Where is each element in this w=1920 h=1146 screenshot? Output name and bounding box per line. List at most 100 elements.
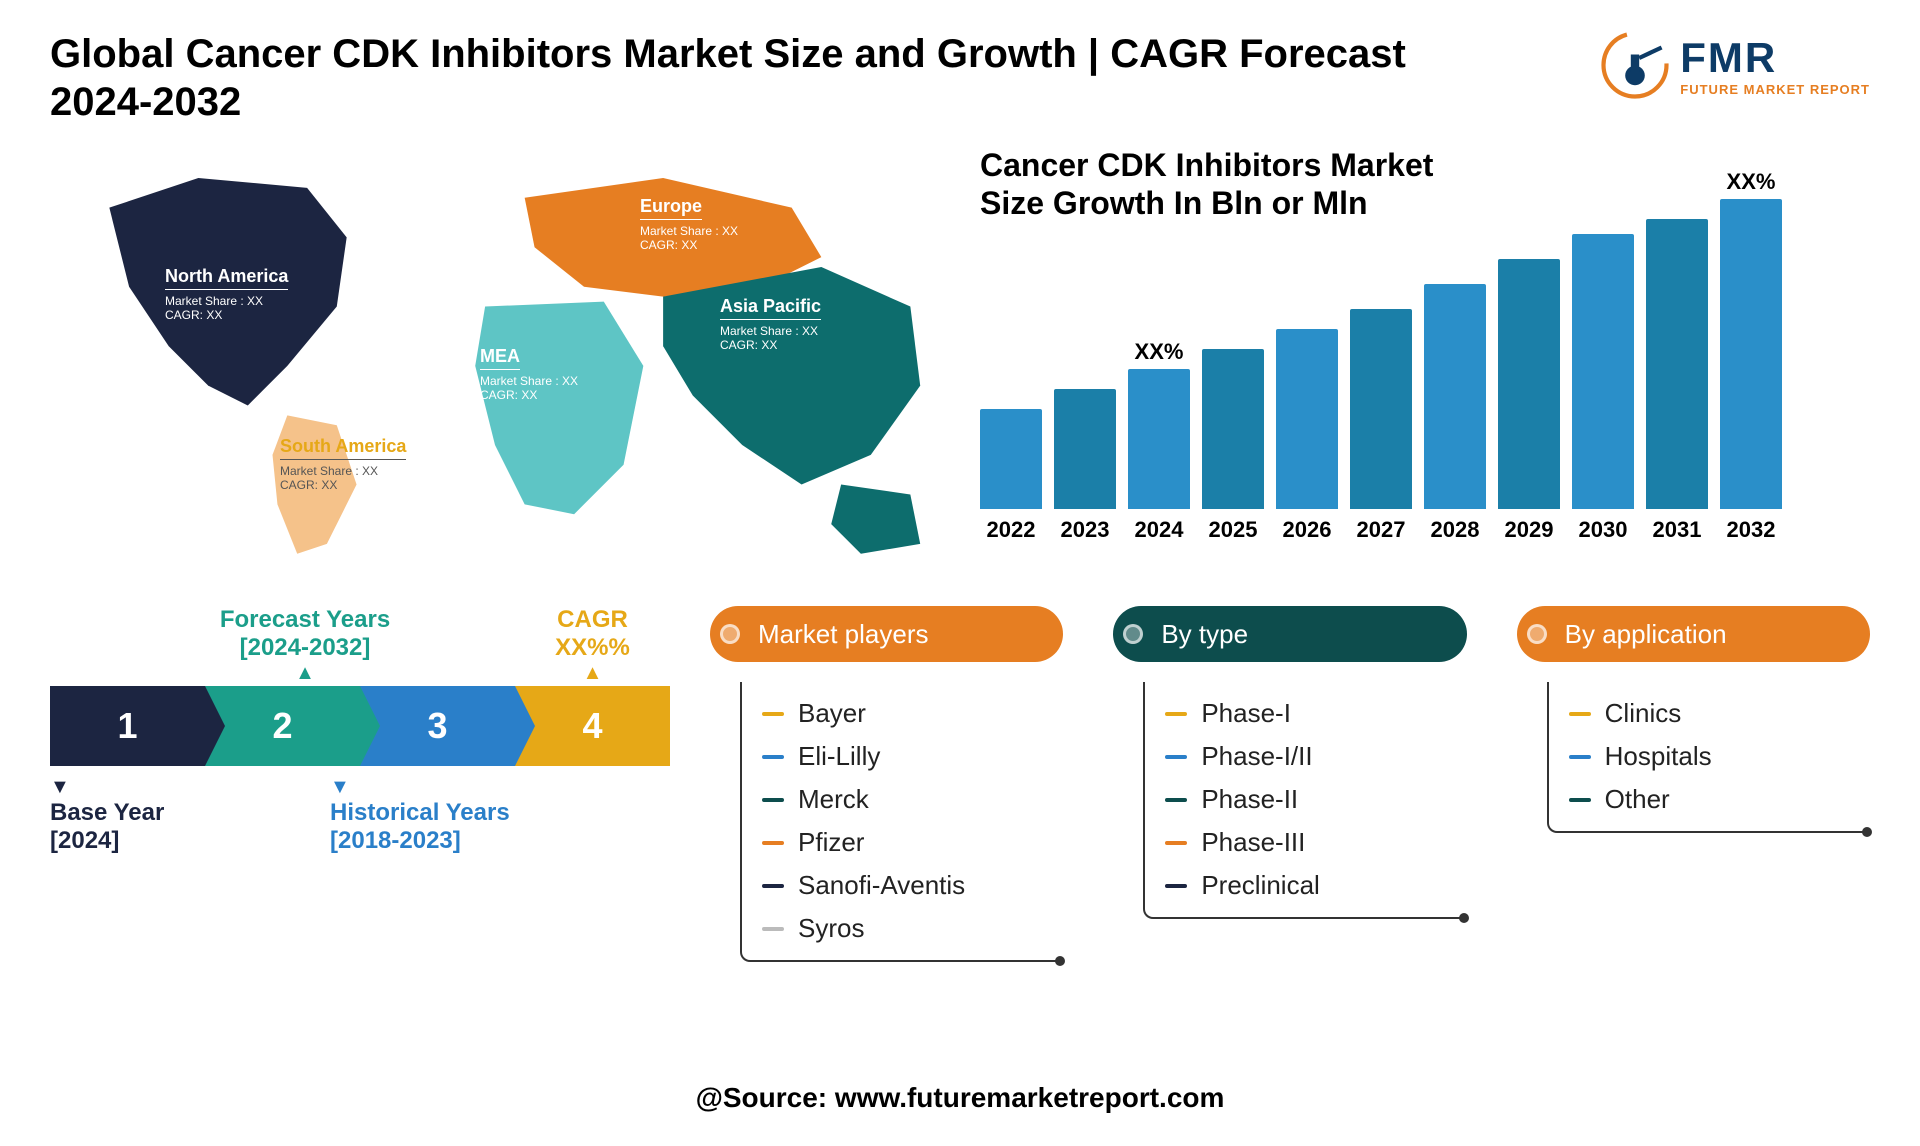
historical-label: ▼ Historical Years [2018-2023] (330, 776, 580, 855)
list-item: Merck (762, 778, 1063, 821)
timeline: Forecast Years [2024-2032] ▲ CAGR XX%% ▲… (50, 606, 670, 776)
segment-list: Phase-I Phase-I/II Phase-II Phase-III Precli… (1143, 682, 1466, 919)
bar-year-label: 2027 (1357, 517, 1406, 543)
growth-bar-chart: Cancer CDK Inhibitors Market Size Growth… (980, 146, 1870, 566)
chart-title: Cancer CDK Inhibitors Market Size Growth… (980, 146, 1480, 223)
bar-year-label: 2022 (987, 517, 1036, 543)
tick-icon (1165, 841, 1187, 845)
bar-2024: XX%2024 (1128, 369, 1190, 543)
list-item-label: Preclinical (1201, 870, 1320, 901)
list-item-label: Other (1605, 784, 1670, 815)
list-item-label: Hospitals (1605, 741, 1712, 772)
source-attribution: @Source: www.futuremarketreport.com (50, 1082, 1870, 1114)
logo-text-sub: FUTURE MARKET REPORT (1680, 82, 1870, 97)
tick-icon (762, 884, 784, 888)
bar-rect (1424, 284, 1486, 509)
segment-header: By type (1113, 606, 1466, 662)
bar-year-label: 2028 (1431, 517, 1480, 543)
tick-icon (762, 841, 784, 845)
segment-header: Market players (710, 606, 1063, 662)
timeline-seg-3: 3 (360, 686, 515, 766)
bullet-icon (1123, 624, 1143, 644)
list-item-label: Syros (798, 913, 864, 944)
map-label-eu: Europe Market Share : XX CAGR: XX (640, 196, 738, 252)
bar-rect (1128, 369, 1190, 509)
segment-header: By application (1517, 606, 1870, 662)
bar-rect (1572, 234, 1634, 509)
page-title: Global Cancer CDK Inhibitors Market Size… (50, 30, 1450, 126)
segment-title: By type (1161, 619, 1248, 650)
tick-icon (762, 712, 784, 716)
map-label-na: North America Market Share : XX CAGR: XX (165, 266, 288, 322)
list-item-label: Phase-I (1201, 698, 1291, 729)
timeline-seg-4: 4 (515, 686, 670, 766)
bar-annotation-2024: XX% (1135, 339, 1184, 365)
bar-rect (1350, 309, 1412, 509)
bar-year-label: 2031 (1653, 517, 1702, 543)
bar-year-label: 2032 (1727, 517, 1776, 543)
bar-rect (1720, 199, 1782, 509)
bar-2025: 2025 (1202, 349, 1264, 543)
list-item-label: Bayer (798, 698, 866, 729)
bar-rect (1498, 259, 1560, 509)
list-item-label: Clinics (1605, 698, 1682, 729)
bar-rect (980, 409, 1042, 509)
list-item-label: Merck (798, 784, 869, 815)
list-item: Syros (762, 907, 1063, 950)
tick-icon (1569, 755, 1591, 759)
fmr-logo: FMR FUTURE MARKET REPORT (1600, 30, 1870, 100)
list-item-label: Phase-I/II (1201, 741, 1312, 772)
cagr-label: CAGR XX%% ▲ (515, 606, 670, 685)
segment-title: By application (1565, 619, 1727, 650)
tick-icon (1165, 884, 1187, 888)
segment-column: By application Clinics Hospitals Other (1517, 606, 1870, 962)
list-item-label: Phase-III (1201, 827, 1305, 858)
list-item: Other (1569, 778, 1870, 821)
tick-icon (1165, 798, 1187, 802)
forecast-label: Forecast Years [2024-2032] ▲ (205, 606, 405, 685)
bar-rect (1054, 389, 1116, 509)
bar-2032: XX%2032 (1720, 199, 1782, 543)
list-item-label: Pfizer (798, 827, 864, 858)
bar-rect (1646, 219, 1708, 509)
world-map: North America Market Share : XX CAGR: XX… (50, 146, 940, 566)
tick-icon (762, 798, 784, 802)
timeline-bar: 1 2 3 4 (50, 686, 670, 766)
bullet-icon (720, 624, 740, 644)
bar-year-label: 2023 (1061, 517, 1110, 543)
segment-column: Market players Bayer Eli-Lilly Merck Pfizer S… (710, 606, 1063, 962)
tick-icon (762, 927, 784, 931)
tick-icon (762, 755, 784, 759)
logo-text-main: FMR (1680, 34, 1870, 82)
list-item: Phase-II (1165, 778, 1466, 821)
list-item-label: Phase-II (1201, 784, 1298, 815)
list-item-label: Eli-Lilly (798, 741, 880, 772)
logo-icon (1600, 30, 1670, 100)
bar-2026: 2026 (1276, 329, 1338, 543)
list-item: Phase-III (1165, 821, 1466, 864)
bar-rect (1202, 349, 1264, 509)
list-item: Hospitals (1569, 735, 1870, 778)
list-item: Phase-I (1165, 692, 1466, 735)
segment-column: By type Phase-I Phase-I/II Phase-II Phase-II… (1113, 606, 1466, 962)
bar-year-label: 2029 (1505, 517, 1554, 543)
segment-title: Market players (758, 619, 929, 650)
timeline-seg-2: 2 (205, 686, 360, 766)
bar-rect (1276, 329, 1338, 509)
list-item: Clinics (1569, 692, 1870, 735)
list-item: Eli-Lilly (762, 735, 1063, 778)
bar-2027: 2027 (1350, 309, 1412, 543)
bar-2022: 2022 (980, 409, 1042, 543)
header: Global Cancer CDK Inhibitors Market Size… (50, 30, 1870, 126)
bar-year-label: 2025 (1209, 517, 1258, 543)
bar-2031: 2031 (1646, 219, 1708, 543)
segment-columns: Market players Bayer Eli-Lilly Merck Pfizer S… (710, 606, 1870, 962)
bar-2030: 2030 (1572, 234, 1634, 543)
tick-icon (1165, 755, 1187, 759)
list-item: Bayer (762, 692, 1063, 735)
list-item: Phase-I/II (1165, 735, 1466, 778)
list-item: Preclinical (1165, 864, 1466, 907)
bar-2023: 2023 (1054, 389, 1116, 543)
bar-year-label: 2030 (1579, 517, 1628, 543)
bar-annotation-2032: XX% (1727, 169, 1776, 195)
